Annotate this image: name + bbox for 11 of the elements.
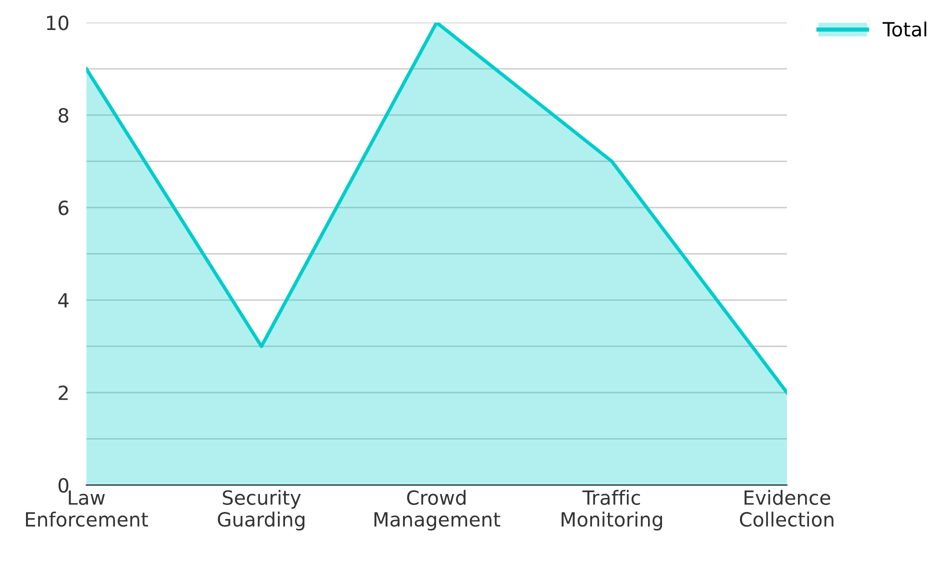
x-tick-label: Crowd Management [374, 490, 500, 530]
legend-label: Total [882, 22, 926, 37]
y-tick-label: 0 [58, 478, 68, 493]
y-tick-label: 8 [58, 108, 68, 123]
y-tick-label: 6 [58, 200, 68, 216]
y-tick-label: 2 [58, 386, 68, 400]
y-tick-label: 10 [47, 16, 68, 30]
x-tick-label: Traffic Monitoring [562, 490, 662, 530]
y-tick-label: 4 [58, 293, 69, 308]
x-tick-label: Security Guarding [218, 490, 304, 530]
x-tick-label: Evidence Collection [740, 490, 834, 527]
